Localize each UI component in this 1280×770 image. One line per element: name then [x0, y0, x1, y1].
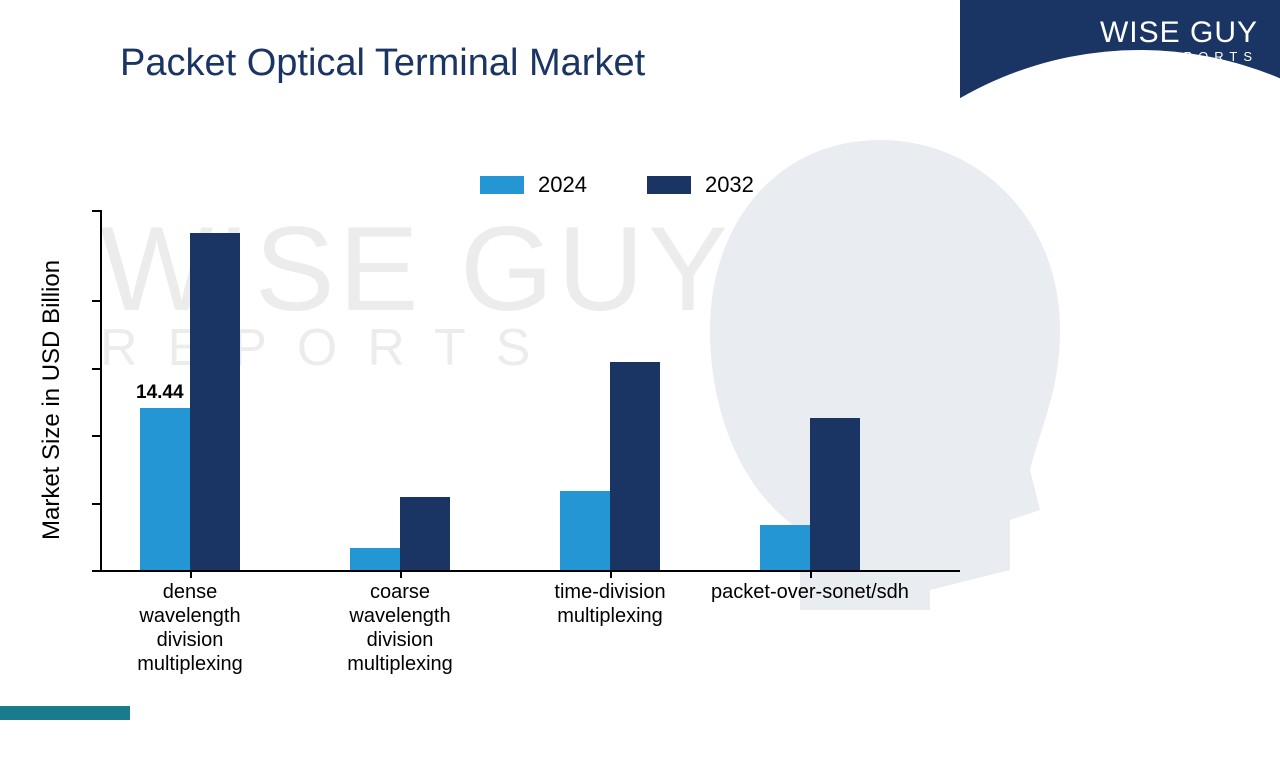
legend-swatch	[480, 176, 524, 194]
bar-value-label: 14.44	[136, 382, 184, 404]
x-axis-category-label: time-divisionmultiplexing	[510, 580, 710, 628]
x-tick	[190, 570, 192, 578]
bar	[350, 548, 400, 571]
legend-swatch	[647, 176, 691, 194]
bar	[760, 525, 810, 570]
y-tick	[92, 300, 100, 302]
legend-item-2032: 2032	[647, 172, 754, 198]
brand-subname: REPORTS	[1100, 50, 1258, 63]
y-tick	[92, 503, 100, 505]
page-title: Packet Optical Terminal Market	[120, 42, 645, 85]
legend-label: 2024	[538, 172, 587, 198]
bar	[610, 362, 660, 570]
y-tick	[92, 210, 100, 212]
legend: 2024 2032	[480, 172, 754, 198]
y-axis-label: Market Size in USD Billion	[38, 260, 66, 540]
brand-name: WISE GUY	[1100, 18, 1258, 48]
x-axis	[100, 570, 960, 572]
y-tick	[92, 435, 100, 437]
bar	[560, 491, 610, 570]
bar	[400, 497, 450, 570]
x-tick	[810, 570, 812, 578]
x-tick	[400, 570, 402, 578]
bar	[810, 418, 860, 570]
x-tick	[610, 570, 612, 578]
legend-label: 2032	[705, 172, 754, 198]
bar	[140, 408, 190, 570]
legend-item-2024: 2024	[480, 172, 587, 198]
bar-chart: 14.44 densewavelengthdivisionmultiplexin…	[100, 210, 960, 570]
bars-container: 14.44	[100, 210, 960, 570]
brand-logo: WISE GUY REPORTS	[1100, 18, 1258, 63]
x-axis-category-label: packet-over-sonet/sdh	[710, 580, 910, 604]
bar	[190, 233, 240, 571]
y-tick	[92, 368, 100, 370]
y-tick	[92, 570, 100, 572]
x-axis-category-label: densewavelengthdivisionmultiplexing	[90, 580, 290, 676]
footer-accent-bar	[0, 706, 130, 720]
x-axis-category-label: coarsewavelengthdivisionmultiplexing	[300, 580, 500, 676]
